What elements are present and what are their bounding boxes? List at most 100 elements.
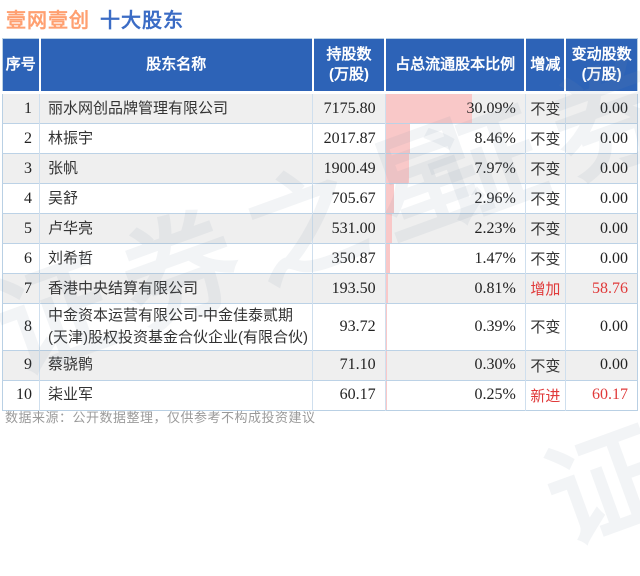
- shares-cell: 7175.80: [312, 92, 386, 124]
- shares-cell: 193.50: [312, 273, 386, 304]
- pct-value: 0.25%: [474, 386, 516, 403]
- shareholder-name-cell: 卢华亮: [39, 213, 313, 244]
- shares-cell: 60.17: [312, 379, 386, 410]
- pct-cell: 0.81%: [384, 273, 526, 304]
- pct-bar: [386, 184, 394, 213]
- change-cell: 增加: [524, 273, 566, 304]
- pct-bar: [386, 94, 472, 123]
- shares-cell: 531.00: [312, 213, 386, 244]
- shares-cell: 1900.49: [312, 153, 386, 184]
- shareholder-name-cell: 柒业军: [39, 379, 313, 410]
- change-cell: 不变: [524, 243, 566, 274]
- shareholders-table: 序号 股东名称 持股数 (万股) 占总流通股本比例 增减 变动股数 (万股) 1…: [2, 38, 638, 411]
- pct-cell: 0.30%: [384, 349, 526, 380]
- shareholder-name-cell: 吴舒: [39, 183, 313, 214]
- table-row: 8 中金资本运营有限公司-中金佳泰贰期(天津)股权投资基金合伙企业(有限合伙) …: [2, 303, 638, 350]
- table-row: 5 卢华亮 531.00 2.23% 不变 0.00: [2, 213, 638, 244]
- shares-cell: 350.87: [312, 243, 386, 274]
- delta-cell: 0.00: [564, 349, 638, 380]
- pct-value: 8.46%: [474, 129, 516, 147]
- table-header: 序号 股东名称 持股数 (万股) 占总流通股本比例 增减 变动股数 (万股): [2, 38, 638, 94]
- delta-cell: 0.00: [564, 153, 638, 184]
- pct-bar: [386, 214, 392, 243]
- col-header-change: 增减: [524, 38, 566, 94]
- shareholder-name-cell: 香港中央结算有限公司: [39, 273, 313, 304]
- shares-cell: 93.72: [312, 303, 386, 350]
- pct-value: 0.81%: [474, 279, 516, 297]
- table-row: 9 蔡骁鹘 71.10 0.30% 不变 0.00: [2, 349, 638, 380]
- pct-value: 0.30%: [474, 356, 516, 373]
- shareholder-name-cell: 蔡骁鹘: [39, 349, 313, 380]
- delta-cell: 0.00: [564, 92, 638, 124]
- table-row: 7 香港中央结算有限公司 193.50 0.81% 增加 58.76: [2, 273, 638, 304]
- pct-cell: 7.97%: [384, 153, 526, 184]
- pct-bar: [386, 304, 387, 350]
- pct-cell: 30.09%: [384, 92, 526, 124]
- delta-cell: 0.00: [564, 213, 638, 244]
- shareholder-name-cell: 刘希哲: [39, 243, 313, 274]
- table-row: 3 张帆 1900.49 7.97% 不变 0.00: [2, 153, 638, 184]
- pct-bar: [386, 244, 390, 273]
- table-row: 10 柒业军 60.17 0.25% 新进 60.17: [2, 379, 638, 410]
- pct-bar: [386, 351, 387, 380]
- pct-bar: [386, 274, 388, 303]
- table-row: 4 吴舒 705.67 2.96% 不变 0.00: [2, 183, 638, 214]
- pct-cell: 2.96%: [384, 183, 526, 214]
- pct-value: 7.97%: [474, 159, 516, 177]
- col-header-pct: 占总流通股本比例: [384, 38, 526, 94]
- delta-cell: 60.17: [564, 379, 638, 410]
- col-header-delta: 变动股数 (万股): [564, 38, 638, 94]
- shareholder-name-cell: 张帆: [39, 153, 313, 184]
- row-index-cell: 3: [2, 153, 40, 184]
- pct-cell: 0.39%: [384, 303, 526, 350]
- row-index-cell: 1: [2, 92, 40, 124]
- pct-value: 30.09%: [466, 99, 516, 117]
- shareholder-name-cell: 中金资本运营有限公司-中金佳泰贰期(天津)股权投资基金合伙企业(有限合伙): [39, 303, 313, 350]
- delta-cell: 58.76: [564, 273, 638, 304]
- row-index-cell: 4: [2, 183, 40, 214]
- shareholder-name-cell: 林振宇: [39, 123, 313, 154]
- change-cell: 不变: [524, 213, 566, 244]
- change-cell: 不变: [524, 183, 566, 214]
- shares-cell: 2017.87: [312, 123, 386, 154]
- row-index-cell: 10: [2, 379, 40, 410]
- table-row: 2 林振宇 2017.87 8.46% 不变 0.00: [2, 123, 638, 154]
- pct-value: 1.47%: [474, 249, 516, 267]
- pct-cell: 2.23%: [384, 213, 526, 244]
- delta-cell: 0.00: [564, 183, 638, 214]
- change-cell: 不变: [524, 349, 566, 380]
- page-title: 壹网壹创 十大股东: [6, 4, 184, 33]
- row-index-cell: 6: [2, 243, 40, 274]
- change-cell: 不变: [524, 123, 566, 154]
- col-header-name: 股东名称: [38, 38, 313, 94]
- pct-bar: [386, 381, 387, 410]
- table-row: 1 丽水网创品牌管理有限公司 7175.80 30.09% 不变 0.00: [2, 92, 638, 124]
- change-cell: 不变: [524, 92, 566, 124]
- col-header-no: 序号: [2, 38, 40, 94]
- delta-cell: 0.00: [564, 303, 638, 350]
- pct-cell: 8.46%: [384, 123, 526, 154]
- delta-cell: 0.00: [564, 123, 638, 154]
- pct-bar: [386, 154, 409, 183]
- row-index-cell: 8: [2, 303, 40, 350]
- change-cell: 不变: [524, 303, 566, 350]
- shareholder-name-cell: 丽水网创品牌管理有限公司: [39, 92, 313, 124]
- change-cell: 新进: [524, 379, 566, 410]
- section-title: 十大股东: [100, 10, 184, 32]
- row-index-cell: 2: [2, 123, 40, 154]
- shares-cell: 705.67: [312, 183, 386, 214]
- shares-cell: 71.10: [312, 349, 386, 380]
- stock-name: 壹网壹创: [6, 10, 90, 32]
- pct-value: 2.96%: [474, 189, 516, 207]
- col-header-shares: 持股数 (万股): [311, 38, 386, 94]
- pct-value: 2.23%: [474, 219, 516, 237]
- row-index-cell: 7: [2, 273, 40, 304]
- delta-cell: 0.00: [564, 243, 638, 274]
- row-index-cell: 5: [2, 213, 40, 244]
- table-row: 6 刘希哲 350.87 1.47% 不变 0.00: [2, 243, 638, 274]
- pct-value: 0.39%: [474, 317, 516, 335]
- source-note: 数据来源：公开数据整理，仅供参考不构成投资建议: [5, 410, 316, 425]
- pct-cell: 1.47%: [384, 243, 526, 274]
- pct-cell: 0.25%: [384, 379, 526, 410]
- row-index-cell: 9: [2, 349, 40, 380]
